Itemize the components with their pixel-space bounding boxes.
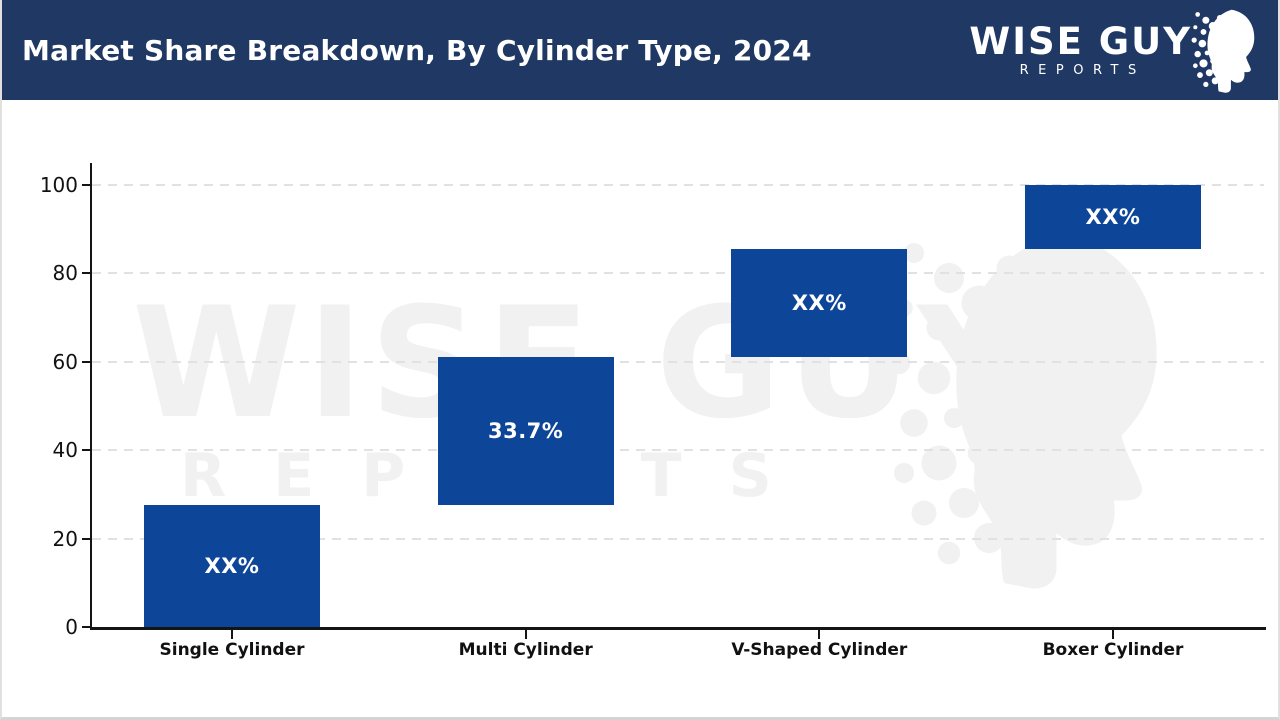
gridline-40 [92,449,1264,452]
y-tick-label-40: 40 [52,438,78,463]
y-tick-40 [82,449,90,452]
y-tick-20 [82,537,90,540]
category-label-multi-cylinder: Multi Cylinder [458,640,593,660]
bar-value-label-v-shaped-cylinder: XX% [791,290,847,315]
logo-subtitle: REPORTS [1019,62,1146,78]
brand-logo: WISE GUY REPORTS [969,6,1256,94]
page-title: Market Share Breakdown, By Cylinder Type… [22,33,812,67]
bar-value-label-multi-cylinder: 33.7% [487,419,564,444]
bar-multi-cylinder: 33.7% [437,356,614,506]
header-bar: Market Share Breakdown, By Cylinder Type… [2,0,1278,100]
y-tick-label-20: 20 [52,526,78,551]
gridline-80 [92,272,1264,275]
category-label-v-shaped-cylinder: V-Shaped Cylinder [731,640,908,660]
y-tick-label-100: 100 [39,173,78,198]
y-tick-0 [82,626,90,628]
y-tick-60 [82,360,90,363]
wiseguy-head-icon [1191,9,1255,93]
gridline-100 [92,184,1264,187]
plot-area: XX% 33.7% XX% XX% [92,163,1264,627]
gridline-60 [92,360,1264,363]
x-axis-line [90,627,1266,630]
x-tick-multi-cylinder [524,630,527,639]
x-tick-v-shaped-cylinder [818,630,821,639]
x-tick-single-cylinder [231,630,233,639]
y-tick-80 [82,272,90,275]
y-axis-line [90,163,92,629]
category-label-single-cylinder: Single Cylinder [159,640,305,660]
y-tick-100 [82,184,90,187]
logo-wordmark: WISE GUY [969,19,1192,63]
bar-boxer-cylinder: XX% [1025,185,1201,250]
bar-v-shaped-cylinder: XX% [731,249,908,357]
bar-single-cylinder: XX% [144,505,320,627]
y-tick-label-60: 60 [52,349,78,374]
y-tick-label-80: 80 [52,261,78,286]
x-tick-boxer-cylinder [1112,630,1114,639]
bar-value-label-single-cylinder: XX% [204,554,260,579]
gridline-20 [92,537,1264,540]
y-tick-label-0: 0 [65,615,78,639]
category-label-boxer-cylinder: Boxer Cylinder [1042,640,1184,660]
bar-value-label-boxer-cylinder: XX% [1085,205,1141,230]
brand-logo-text: WISE GUY REPORTS [969,23,1192,78]
